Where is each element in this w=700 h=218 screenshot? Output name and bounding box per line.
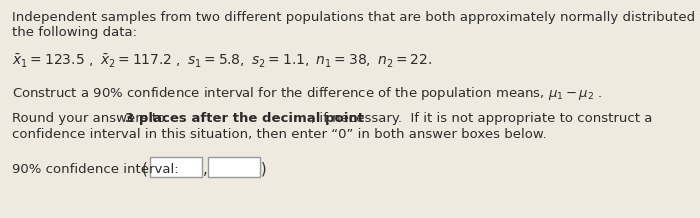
Text: Round your answers to: Round your answers to <box>12 112 169 125</box>
FancyBboxPatch shape <box>208 157 260 177</box>
Text: ): ) <box>261 162 267 177</box>
Text: , if necessary.  If it is not appropriate to construct a: , if necessary. If it is not appropriate… <box>311 112 652 125</box>
Text: ,: , <box>203 162 208 177</box>
Text: 90% confidence interval:: 90% confidence interval: <box>12 163 183 176</box>
Text: Independent samples from two different populations that are both approximately n: Independent samples from two different p… <box>12 11 700 24</box>
Text: the following data:: the following data: <box>12 26 137 39</box>
FancyBboxPatch shape <box>150 157 202 177</box>
Text: (: ( <box>142 162 148 177</box>
Text: Construct a 90% confidence interval for the difference of the population means, : Construct a 90% confidence interval for … <box>12 85 603 102</box>
Text: 3 places after the decimal point: 3 places after the decimal point <box>125 112 364 125</box>
Text: $\bar{x}_1 = 123.5\ ,\ \bar{x}_2 = 117.2\ ,\ s_1 = 5.8,\ s_2 = 1.1,\ n_1 = 38,\ : $\bar{x}_1 = 123.5\ ,\ \bar{x}_2 = 117.2… <box>12 53 433 70</box>
Text: confidence interval in this situation, then enter “0” in both answer boxes below: confidence interval in this situation, t… <box>12 128 547 141</box>
